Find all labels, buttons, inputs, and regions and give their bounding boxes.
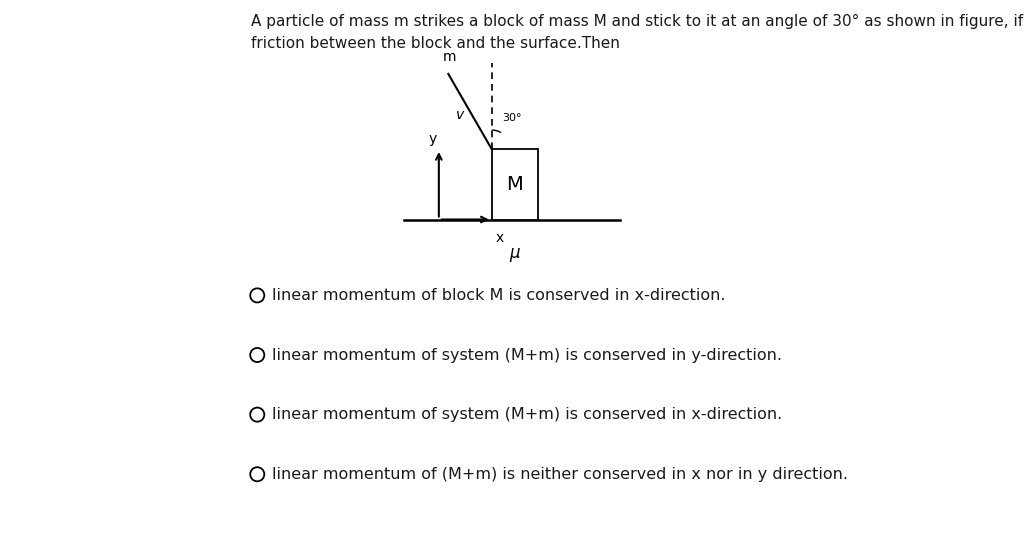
Text: linear momentum of system (M+m) is conserved in y-direction.: linear momentum of system (M+m) is conse… [272, 347, 782, 363]
Text: m: m [443, 50, 457, 64]
Text: linear momentum of block M is conserved in x-direction.: linear momentum of block M is conserved … [272, 288, 726, 303]
Text: v: v [456, 108, 464, 122]
Text: linear momentum of system (M+m) is conserved in x-direction.: linear momentum of system (M+m) is conse… [272, 407, 782, 422]
Text: linear momentum of (M+m) is neither conserved in x nor in y direction.: linear momentum of (M+m) is neither cons… [272, 467, 849, 482]
Text: 30°: 30° [502, 113, 521, 123]
Text: μ: μ [509, 244, 520, 262]
Text: M: M [506, 175, 523, 194]
Text: x: x [496, 231, 504, 246]
Text: y: y [428, 132, 436, 146]
Bar [492, 149, 538, 220]
Text: A particle of mass m strikes a block of mass M and stick to it at an angle of 30: A particle of mass m strikes a block of … [251, 14, 1024, 51]
